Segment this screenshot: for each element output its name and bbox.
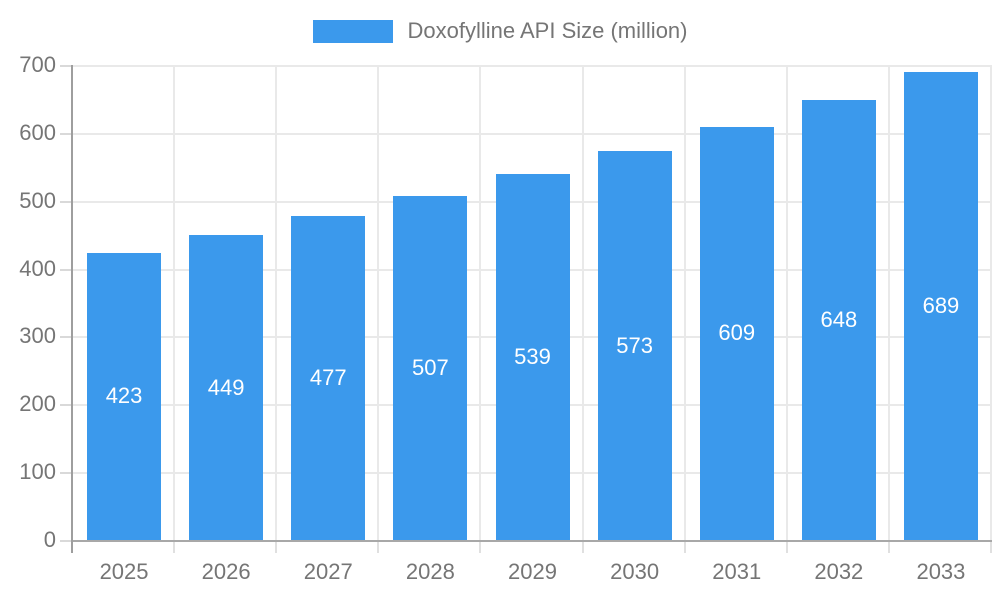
x-axis-label: 2031 [712,559,762,584]
v-gridline [479,65,482,540]
x-tick [377,540,380,553]
x-tick [990,540,992,553]
bar-value-label: 477 [309,365,347,391]
legend-label: Doxofylline API Size (million) [407,18,688,43]
y-tick [60,65,73,67]
x-axis-label: 2033 [916,559,966,584]
x-tick [275,540,278,553]
x-axis-label: 2029 [508,559,557,584]
bar-value-label: 507 [412,354,449,380]
y-tick [60,336,73,339]
v-gridline [275,65,278,540]
bar-2029[interactable]: 539 [495,174,570,540]
v-gridline [887,65,890,540]
v-gridline [990,65,992,540]
x-axis-label: 2032 [814,559,864,584]
bar-value-label: 689 [922,293,960,319]
y-tick [60,472,73,475]
y-axis-label: 300 [19,323,56,349]
bar-2033[interactable]: 689 [903,72,978,540]
legend[interactable]: Doxofylline API Size (million) [0,18,1000,44]
bar-2031[interactable]: 609 [699,126,774,540]
bar-value-label: 573 [616,332,653,358]
x-tick [683,540,686,553]
x-tick [887,540,890,553]
bar-value-label: 539 [514,344,551,370]
v-gridline [683,65,686,540]
y-tick [60,540,73,542]
h-gridline [73,132,992,135]
y-tick [60,404,73,407]
bar-value-label: 423 [105,383,143,409]
x-axis-label: 2025 [99,559,149,584]
bar-value-label: 449 [207,374,245,400]
y-axis-label: 500 [19,187,56,213]
x-axis-line [73,540,992,542]
h-gridline [73,65,992,67]
y-axis-line [71,65,73,553]
y-tick [60,268,73,271]
bar-value-label: 609 [718,320,756,346]
x-axis-label: 2026 [201,559,251,584]
y-axis-label: 0 [43,527,56,552]
y-axis-label: 600 [19,119,56,145]
plot-area: 423 449 477 507 539 573 609 648 689 0 100 200 300 40… [19,52,992,584]
bar-2025[interactable]: 423 [87,252,162,540]
bar-2028[interactable]: 507 [393,195,468,540]
bar-2030[interactable]: 573 [597,151,672,540]
bar-2032[interactable]: 648 [801,100,876,540]
y-tick [60,200,73,203]
y-axis-label: 400 [19,255,56,281]
x-axis-label: 2030 [610,559,660,584]
bar-2027[interactable]: 477 [291,216,366,540]
v-gridline [173,65,176,540]
y-axis-label: 700 [19,52,56,77]
x-tick [479,540,482,553]
x-tick [785,540,788,553]
x-tick [581,540,584,553]
legend-swatch [312,19,393,43]
x-axis-label: 2028 [405,559,455,584]
v-gridline [581,65,584,540]
x-axis-label: 2027 [303,559,353,584]
y-axis-label: 200 [19,391,56,417]
y-tick [60,132,73,135]
v-gridline [785,65,788,540]
bar-value-label: 648 [820,307,858,333]
y-axis-label: 100 [19,459,56,485]
bar-2026[interactable]: 449 [189,235,264,540]
x-tick [173,540,176,553]
v-gridline [377,65,380,540]
